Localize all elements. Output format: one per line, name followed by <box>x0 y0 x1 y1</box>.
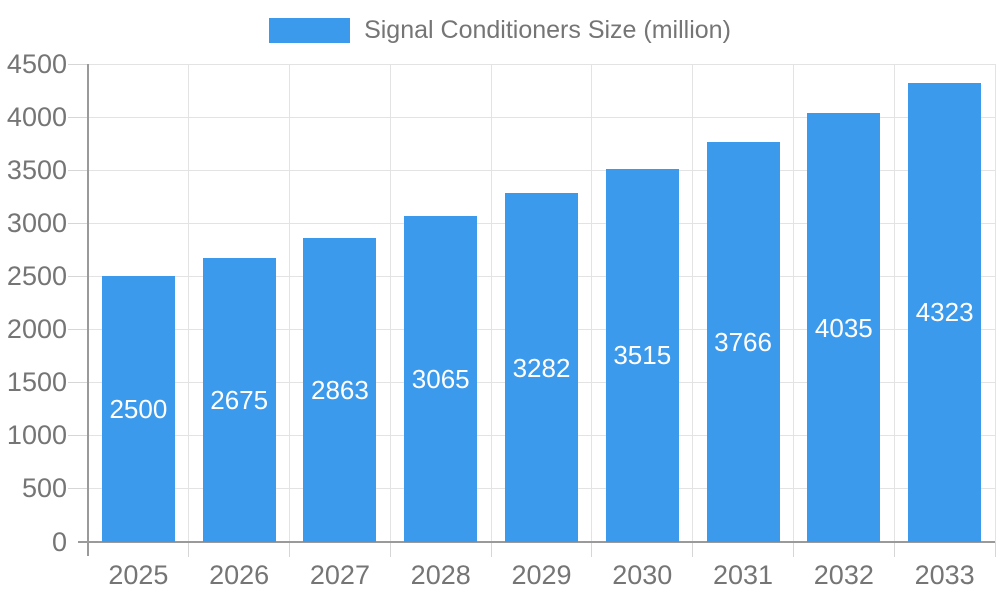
bar-2030: 3515 <box>605 168 679 542</box>
bar-2027: 2863 <box>303 237 377 542</box>
bar-value-label: 2675 <box>210 384 269 415</box>
x-axis-tick <box>893 542 895 557</box>
y-tick-label: 500 <box>21 473 67 504</box>
x-tick-label-2032: 2032 <box>813 560 874 590</box>
bar-value-label: 4323 <box>915 297 974 328</box>
x-tick-label-2029: 2029 <box>511 560 572 590</box>
bar-value-label: 3282 <box>512 352 571 383</box>
y-axis-tick <box>68 382 88 384</box>
x-axis-tick <box>389 542 391 557</box>
y-axis-tick <box>68 116 88 118</box>
y-axis-tick <box>68 275 88 277</box>
y-axis-tick <box>68 169 88 171</box>
y-tick-label: 1000 <box>6 420 67 451</box>
bar-value-label: 2863 <box>311 374 369 405</box>
gridline-vertical <box>289 64 291 542</box>
y-axis-tick <box>68 488 88 490</box>
bar-2025: 2500 <box>101 276 175 542</box>
y-tick-label: 2000 <box>6 314 67 345</box>
x-tick-label-2026: 2026 <box>209 560 270 590</box>
y-tick-label: 4500 <box>6 48 67 79</box>
bar-2029: 3282 <box>505 193 578 542</box>
gridline-vertical <box>389 64 391 542</box>
bar-value-label: 3065 <box>411 364 470 395</box>
gridline-horizontal <box>88 63 995 65</box>
x-tick-label-2033: 2033 <box>914 560 975 590</box>
x-axis-tick <box>792 542 794 557</box>
y-tick-label: 3000 <box>6 207 67 238</box>
bar-2026: 2675 <box>202 257 276 542</box>
bar-2031: 3766 <box>706 141 780 542</box>
bar-2032: 4035 <box>807 113 881 542</box>
y-axis-tick <box>68 435 88 437</box>
x-axis-tick <box>289 542 291 557</box>
gridline-vertical <box>591 64 593 542</box>
y-tick-label: 1500 <box>6 367 67 398</box>
y-tick-label: 0 <box>51 526 67 557</box>
gridline-horizontal <box>88 169 995 171</box>
gridline-vertical <box>792 64 794 542</box>
bar-value-label: 3515 <box>613 340 672 371</box>
gridline-vertical <box>692 64 694 542</box>
y-axis-tick <box>68 63 88 65</box>
bar-value-label: 2500 <box>109 394 168 425</box>
y-tick-label: 2500 <box>6 260 67 291</box>
x-axis-tick <box>490 542 492 557</box>
x-tick-label-2028: 2028 <box>410 560 471 590</box>
bar-value-label: 4035 <box>814 312 873 343</box>
bar-value-label: 3766 <box>714 326 772 357</box>
y-tick-label: 3500 <box>6 154 67 185</box>
gridline-vertical <box>188 64 190 542</box>
x-tick-label-2031: 2031 <box>713 560 774 590</box>
bar-2033: 4323 <box>908 82 982 542</box>
x-tick-label-2025: 2025 <box>108 560 169 590</box>
y-axis-tick <box>68 329 88 331</box>
gridline-horizontal <box>88 116 995 118</box>
gridline-vertical <box>893 64 895 542</box>
bar-2028: 3065 <box>404 216 478 542</box>
y-tick-label: 4000 <box>6 101 67 132</box>
x-axis-tick <box>188 542 190 557</box>
y-axis-line <box>87 64 89 556</box>
chart-legend[interactable]: Signal Conditioners Size (million) <box>0 16 1000 44</box>
gridline-vertical <box>490 64 492 542</box>
x-axis-tick <box>591 542 593 557</box>
legend-label: Signal Conditioners Size (million) <box>364 16 731 44</box>
x-axis-tick <box>692 542 694 557</box>
x-axis-line <box>78 541 995 543</box>
x-tick-label-2027: 2027 <box>309 560 370 590</box>
y-axis-tick <box>68 222 88 224</box>
legend-swatch <box>269 17 351 43</box>
gridline-vertical <box>994 64 996 542</box>
x-tick-label-2030: 2030 <box>612 560 673 590</box>
x-axis-tick <box>994 542 996 557</box>
